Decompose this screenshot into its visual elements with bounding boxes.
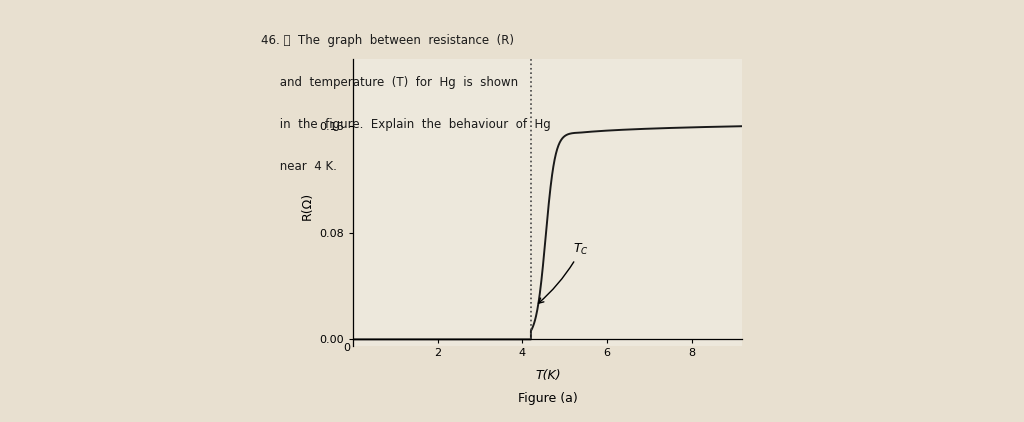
- Text: and  temperature  (T)  for  Hg  is  shown: and temperature (T) for Hg is shown: [261, 76, 518, 89]
- Text: 0: 0: [343, 344, 350, 353]
- Text: near  4 K.: near 4 K.: [261, 160, 337, 173]
- Text: R(Ω): R(Ω): [300, 192, 313, 220]
- Text: $T_C$: $T_C$: [539, 242, 589, 303]
- Text: in  the  figure.  Explain  the  behaviour  of  Hg: in the figure. Explain the behaviour of …: [261, 118, 551, 131]
- Text: 46. ⓘ  The  graph  between  resistance  (R): 46. ⓘ The graph between resistance (R): [261, 34, 514, 47]
- Text: T(K): T(K): [535, 369, 561, 382]
- Text: Figure (a): Figure (a): [518, 392, 578, 405]
